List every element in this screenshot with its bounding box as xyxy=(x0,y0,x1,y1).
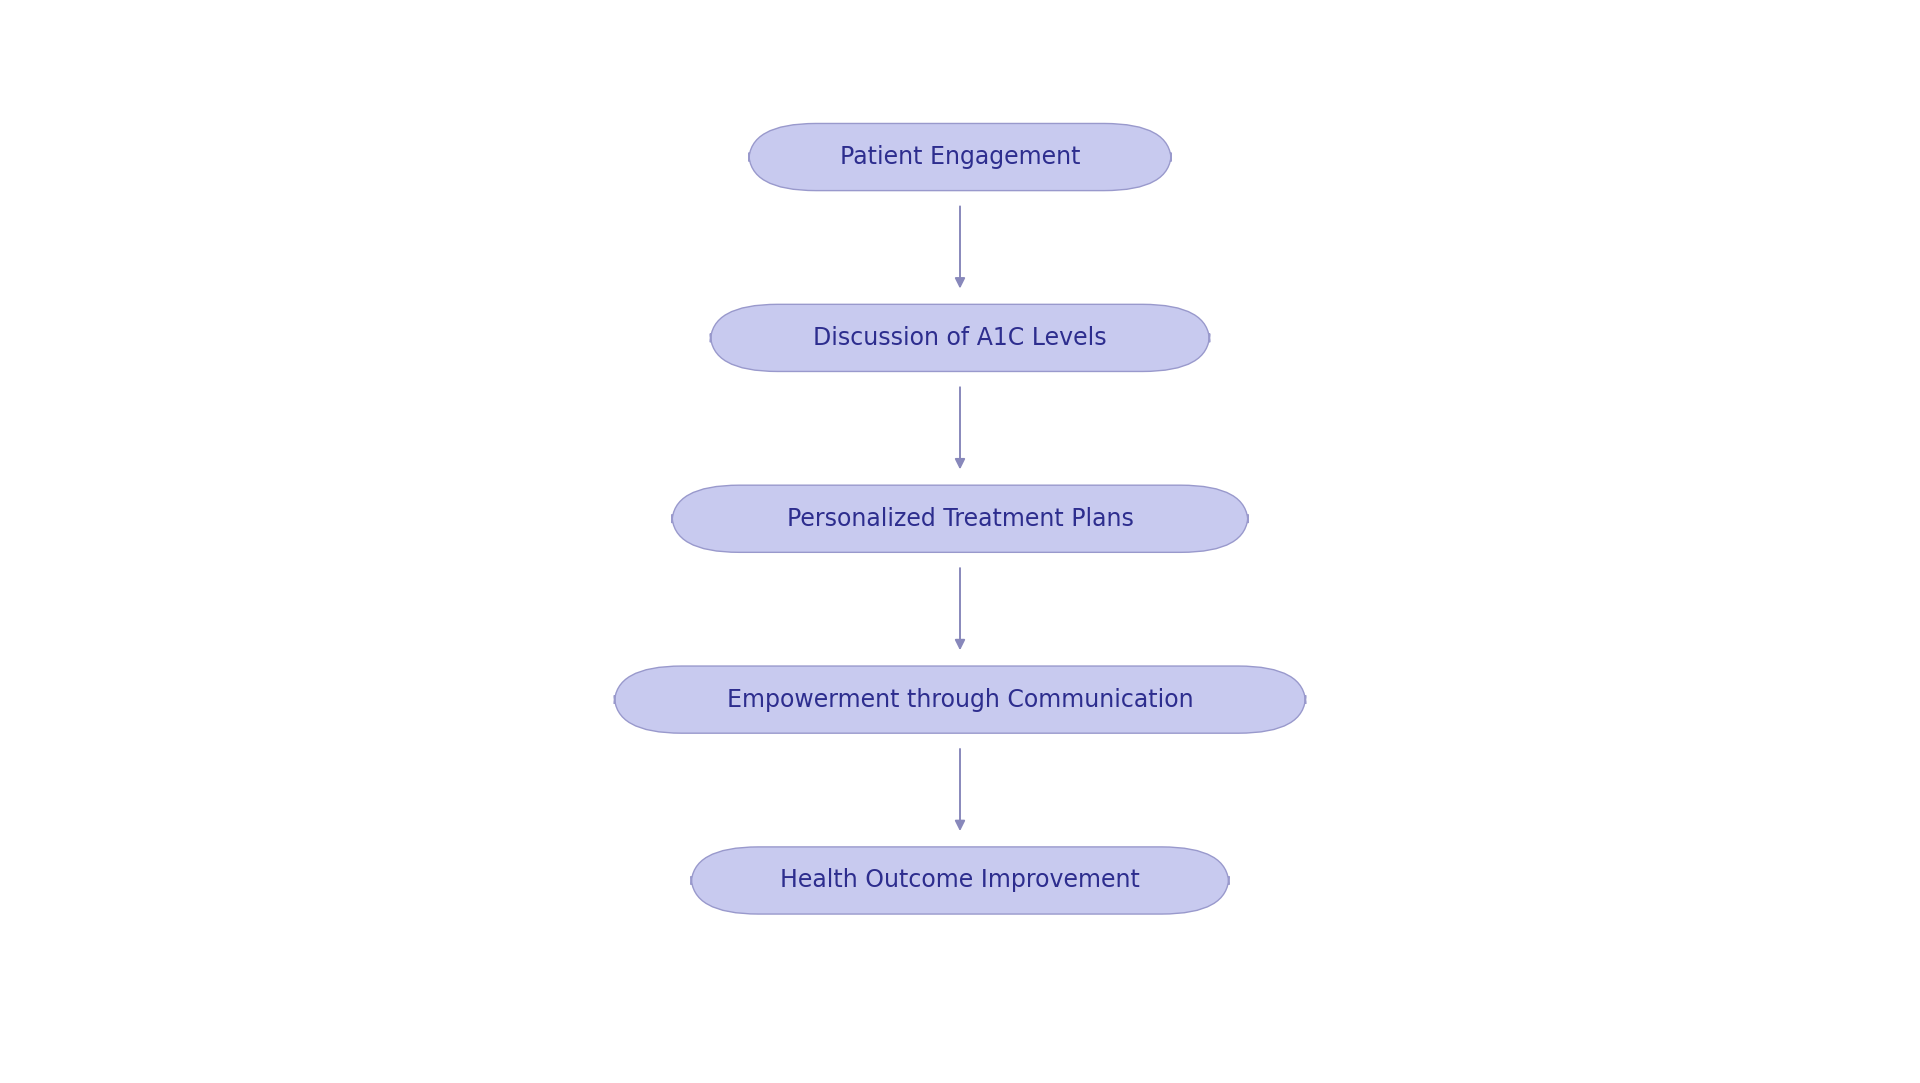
FancyBboxPatch shape xyxy=(672,485,1248,552)
Text: Patient Engagement: Patient Engagement xyxy=(839,145,1081,169)
FancyBboxPatch shape xyxy=(749,123,1171,191)
Text: Discussion of A1C Levels: Discussion of A1C Levels xyxy=(814,326,1106,350)
Text: Personalized Treatment Plans: Personalized Treatment Plans xyxy=(787,507,1133,531)
FancyBboxPatch shape xyxy=(710,304,1210,371)
FancyBboxPatch shape xyxy=(691,847,1229,914)
FancyBboxPatch shape xyxy=(614,666,1306,733)
Text: Empowerment through Communication: Empowerment through Communication xyxy=(726,688,1194,712)
Text: Health Outcome Improvement: Health Outcome Improvement xyxy=(780,869,1140,892)
